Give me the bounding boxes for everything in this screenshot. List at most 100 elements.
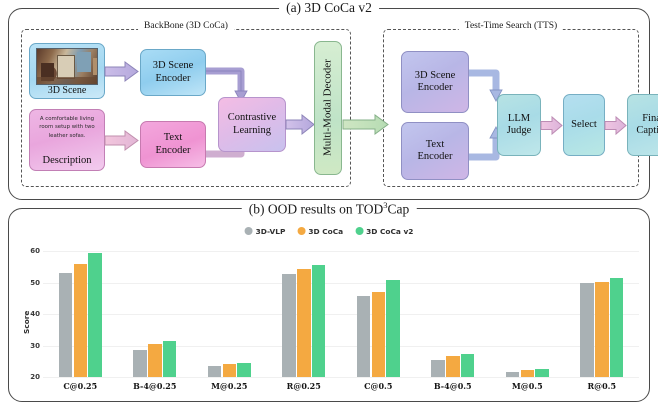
chart-bar — [580, 283, 594, 377]
chart-ytick: 50 — [30, 278, 40, 287]
arrow-scene-to-encoder — [104, 61, 139, 82]
tts-scene-encoder-line2: Encoder — [417, 82, 453, 93]
arrow-llm-judge-to-select — [540, 115, 563, 136]
chart-bar — [207, 366, 222, 377]
select-box: Select — [563, 94, 605, 156]
chart-bar — [431, 360, 445, 377]
tts-scene-encoder-line1: 3D Scene — [414, 69, 456, 81]
legend-label-1: 3D CoCa — [308, 227, 344, 236]
chart-xtick: R@0.5 — [587, 381, 617, 391]
llm-judge-line1: LLM — [507, 112, 531, 124]
chart-legend: 3D-VLP 3D CoCa 3D CoCa v2 — [244, 227, 413, 236]
scene-input-caption: 3D Scene — [47, 84, 87, 96]
legend-item-0: 3D-VLP — [244, 227, 286, 236]
chart-bar — [58, 272, 73, 377]
chart-ytick: 20 — [30, 373, 40, 381]
chart-bar — [148, 344, 162, 377]
multimodal-decoder-label: Multi-Modal Decoder — [321, 59, 334, 157]
description-text: A comfortable living room setup with two… — [39, 116, 95, 139]
contrastive-learning-box: Contrastive Learning — [218, 97, 286, 152]
chart-bar — [609, 278, 624, 377]
chart-bar — [595, 282, 609, 377]
final-caption-box: Final Caption — [627, 94, 658, 156]
backbone-group: BackBone (3D CoCa) — [21, 21, 351, 187]
panel-a: (a) 3D CoCa v2 BackBone (3D CoCa) Test-T… — [8, 1, 658, 200]
chart-bar — [311, 264, 326, 377]
arrow-contrastive-to-decoder — [285, 113, 315, 136]
legend-swatch-0 — [244, 227, 253, 235]
chart-gridline — [43, 377, 639, 378]
chart-bar — [371, 291, 385, 377]
chart-xtick: C@0.25 — [63, 381, 98, 391]
tts-text-encoder-box: Text Encoder — [401, 122, 469, 180]
chart-bar — [446, 356, 460, 377]
chart-bar — [88, 252, 102, 377]
chart-xtick: B-4@0.5 — [433, 381, 472, 391]
panel-a-title: (a) 3D CoCa v2 — [279, 1, 379, 15]
chart-bar — [356, 295, 371, 377]
legend-label-2: 3D CoCa v2 — [366, 227, 414, 236]
chart-xtick: C@0.5 — [364, 381, 393, 391]
chart-bar — [505, 371, 520, 377]
contrastive-line2: Learning — [233, 124, 271, 136]
scene-input-box: 3D Scene — [29, 43, 105, 99]
description-input-box: A comfortable living room setup with two… — [29, 109, 105, 171]
chart-bar — [162, 340, 177, 377]
chart-bar — [222, 364, 236, 377]
tts-text-encoder-line1: Text — [425, 138, 445, 150]
backbone-text-encoder-box: Text Encoder — [140, 121, 206, 168]
panel-b-title-prefix: (b) OOD results on TOD — [248, 201, 384, 217]
scene-thumbnail-icon — [36, 48, 98, 85]
chart-xtick: R@0.25 — [286, 381, 321, 391]
backbone-group-label: BackBone (3D CoCa) — [138, 21, 234, 32]
contrastive-line1: Contrastive — [227, 112, 277, 124]
chart-bar — [237, 362, 251, 377]
legend-item-1: 3D CoCa — [297, 227, 343, 236]
description-caption: Description — [42, 154, 92, 166]
select-label: Select — [571, 118, 597, 130]
arrow-scene-encoder-to-contrastive — [206, 67, 248, 103]
chart-bar — [535, 368, 549, 377]
legend-swatch-2 — [355, 227, 364, 235]
chart-gridline — [43, 345, 639, 347]
chart-gridline — [43, 251, 639, 253]
arrow-select-to-final-caption — [604, 115, 627, 136]
final-caption-line1: Final — [642, 112, 658, 124]
backbone-scene-encoder-box: 3D Scene Encoder — [140, 49, 206, 96]
llm-judge-box: LLM Judge — [497, 94, 541, 156]
chart-bar — [133, 349, 147, 377]
final-caption-line2: Caption — [636, 125, 658, 136]
chart-ytick: 30 — [30, 341, 40, 350]
panel-b-title: (b) OOD results on TOD3Cap — [241, 200, 417, 217]
tts-group-label: Test-Time Search (TTS) — [458, 21, 564, 32]
chart-bar — [386, 279, 400, 377]
chart-ytick: 60 — [30, 247, 40, 256]
chart-bar — [73, 264, 87, 377]
chart-plot-area — [43, 245, 639, 378]
chart-xtick: M@0.5 — [511, 381, 543, 391]
chart-gridline — [43, 314, 639, 316]
backbone-text-encoder-line2: Encoder — [155, 144, 191, 156]
multimodal-decoder-box: Multi-Modal Decoder — [314, 41, 342, 175]
panel-b: (b) OOD results on TOD3Cap 3D-VLP 3D CoC… — [8, 201, 650, 402]
legend-item-2: 3D CoCa v2 — [355, 227, 413, 236]
chart-gridline — [43, 282, 639, 284]
arrow-description-to-text-encoder — [104, 130, 139, 151]
arrow-decoder-to-tts — [342, 114, 389, 135]
backbone-text-encoder-line1: Text — [163, 132, 183, 144]
legend-swatch-1 — [297, 227, 306, 235]
chart-bar — [520, 370, 534, 377]
chart-xtick: M@0.25 — [211, 381, 248, 391]
chart-bar — [282, 273, 296, 377]
chart-bar — [460, 353, 475, 377]
panel-b-title-suffix: Cap — [387, 201, 410, 217]
chart-ylabel: Score — [22, 310, 31, 334]
chart-bar — [297, 269, 311, 377]
tts-text-encoder-line2: Encoder — [417, 151, 453, 162]
chart-xtick: B-4@0.25 — [133, 381, 177, 391]
legend-label-0: 3D-VLP — [255, 227, 286, 236]
panel-b-title-sup: 3 — [383, 200, 388, 210]
llm-judge-line2: Judge — [506, 125, 532, 136]
backbone-scene-encoder-line2: Encoder — [155, 72, 191, 84]
